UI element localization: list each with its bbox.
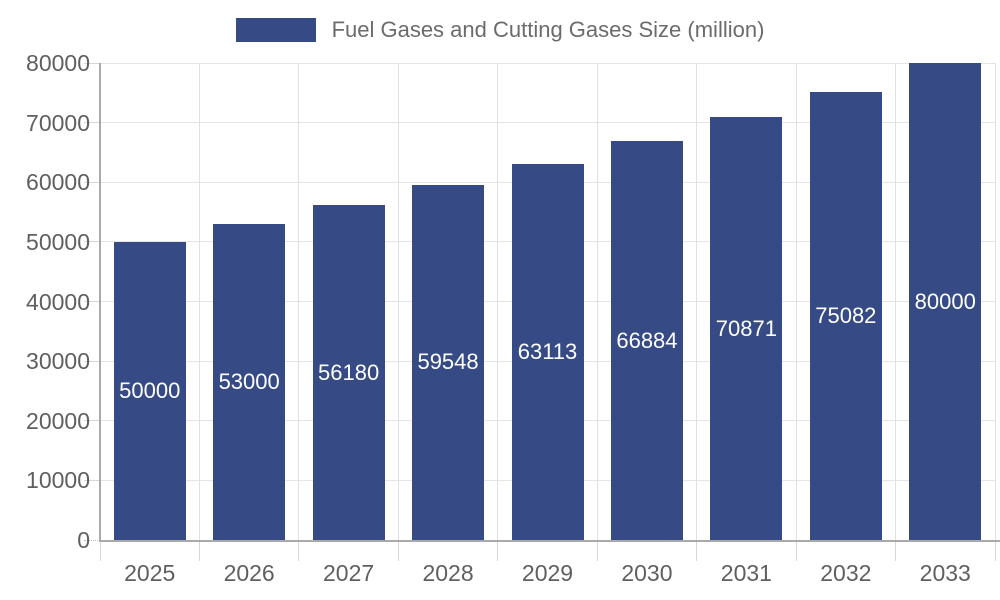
y-axis-label: 70000 xyxy=(26,109,90,136)
x-gridline xyxy=(298,63,300,540)
bar-2028 xyxy=(412,184,485,540)
y-axis-tick xyxy=(84,420,100,422)
x-gridline xyxy=(397,63,399,540)
y-axis-tick xyxy=(84,181,100,183)
x-axis-tick xyxy=(298,542,300,561)
y-axis-tick xyxy=(84,301,100,302)
x-gridline xyxy=(198,63,200,540)
x-axis-tick xyxy=(397,542,399,561)
bar-value-label: 66884 xyxy=(616,327,678,353)
x-axis-tick xyxy=(994,542,996,561)
bar-value-label: 50000 xyxy=(119,377,181,403)
y-axis-tick xyxy=(84,539,100,542)
bar-2027 xyxy=(312,205,385,540)
y-axis-label: 80000 xyxy=(26,50,90,76)
x-axis-label-2031: 2031 xyxy=(720,560,772,586)
x-axis-label-2028: 2028 xyxy=(422,560,474,586)
legend[interactable]: Fuel Gases and Cutting Gases Size (milli… xyxy=(0,17,1000,43)
y-axis-line xyxy=(99,63,101,542)
y-axis-label: 60000 xyxy=(26,169,90,196)
bar-2029 xyxy=(511,163,584,540)
x-axis-tick xyxy=(696,542,698,561)
y-axis-label: 40000 xyxy=(26,288,90,315)
y-axis-label: 30000 xyxy=(26,348,90,375)
x-axis-label-2029: 2029 xyxy=(521,560,574,586)
y-gridline xyxy=(100,62,995,64)
bar-value-label: 70871 xyxy=(715,315,777,341)
legend-label: Fuel Gases and Cutting Gases Size (milli… xyxy=(331,17,765,42)
y-gridline xyxy=(100,122,995,124)
y-axis-tick xyxy=(84,62,100,64)
x-axis-tick xyxy=(795,542,797,561)
x-axis-label-2025: 2025 xyxy=(124,560,176,586)
bar-2025 xyxy=(113,241,186,540)
y-axis-tick xyxy=(84,479,100,481)
bar-2026 xyxy=(213,223,286,540)
bar-value-label: 75082 xyxy=(815,303,877,329)
x-gridline xyxy=(895,63,897,540)
legend-swatch-icon xyxy=(235,18,316,42)
x-axis-tick xyxy=(497,542,499,561)
bar-value-label: 59548 xyxy=(417,349,479,375)
x-axis-line xyxy=(99,540,1000,542)
y-axis-label: 0 xyxy=(77,527,90,553)
x-gridline xyxy=(994,63,996,540)
y-axis-label: 10000 xyxy=(26,467,90,494)
x-axis-tick xyxy=(198,542,200,561)
bar-value-label: 63113 xyxy=(517,338,578,364)
bar-value-label: 56180 xyxy=(318,359,380,385)
plot-area: 0 10000 20000 30000 40000 50000 60000 70000 8000… xyxy=(26,50,1000,586)
x-axis-label-2033: 2033 xyxy=(919,560,971,586)
x-axis-tick xyxy=(895,542,897,561)
y-axis-tick xyxy=(84,241,100,243)
bar-2033 xyxy=(909,63,982,540)
x-gridline xyxy=(596,63,598,540)
x-gridline xyxy=(696,63,698,540)
x-gridline xyxy=(795,63,797,540)
bar-2031 xyxy=(710,117,783,540)
x-gridline xyxy=(497,63,499,540)
x-axis-tick xyxy=(99,542,101,561)
bar-2030 xyxy=(610,141,683,540)
x-axis-tick xyxy=(596,542,598,561)
x-axis-label-2030: 2030 xyxy=(621,560,673,586)
y-axis-label: 20000 xyxy=(26,407,90,434)
bar-value-label: 80000 xyxy=(914,288,976,314)
bar-2032 xyxy=(809,92,882,540)
x-axis-label-2026: 2026 xyxy=(223,560,275,586)
y-axis-label: 50000 xyxy=(26,228,90,255)
x-axis-label-2032: 2032 xyxy=(820,560,872,586)
bar-value-label: 53000 xyxy=(218,368,280,394)
y-axis-tick xyxy=(84,122,100,124)
y-axis-tick xyxy=(84,360,100,362)
x-axis-label-2027: 2027 xyxy=(323,560,375,586)
